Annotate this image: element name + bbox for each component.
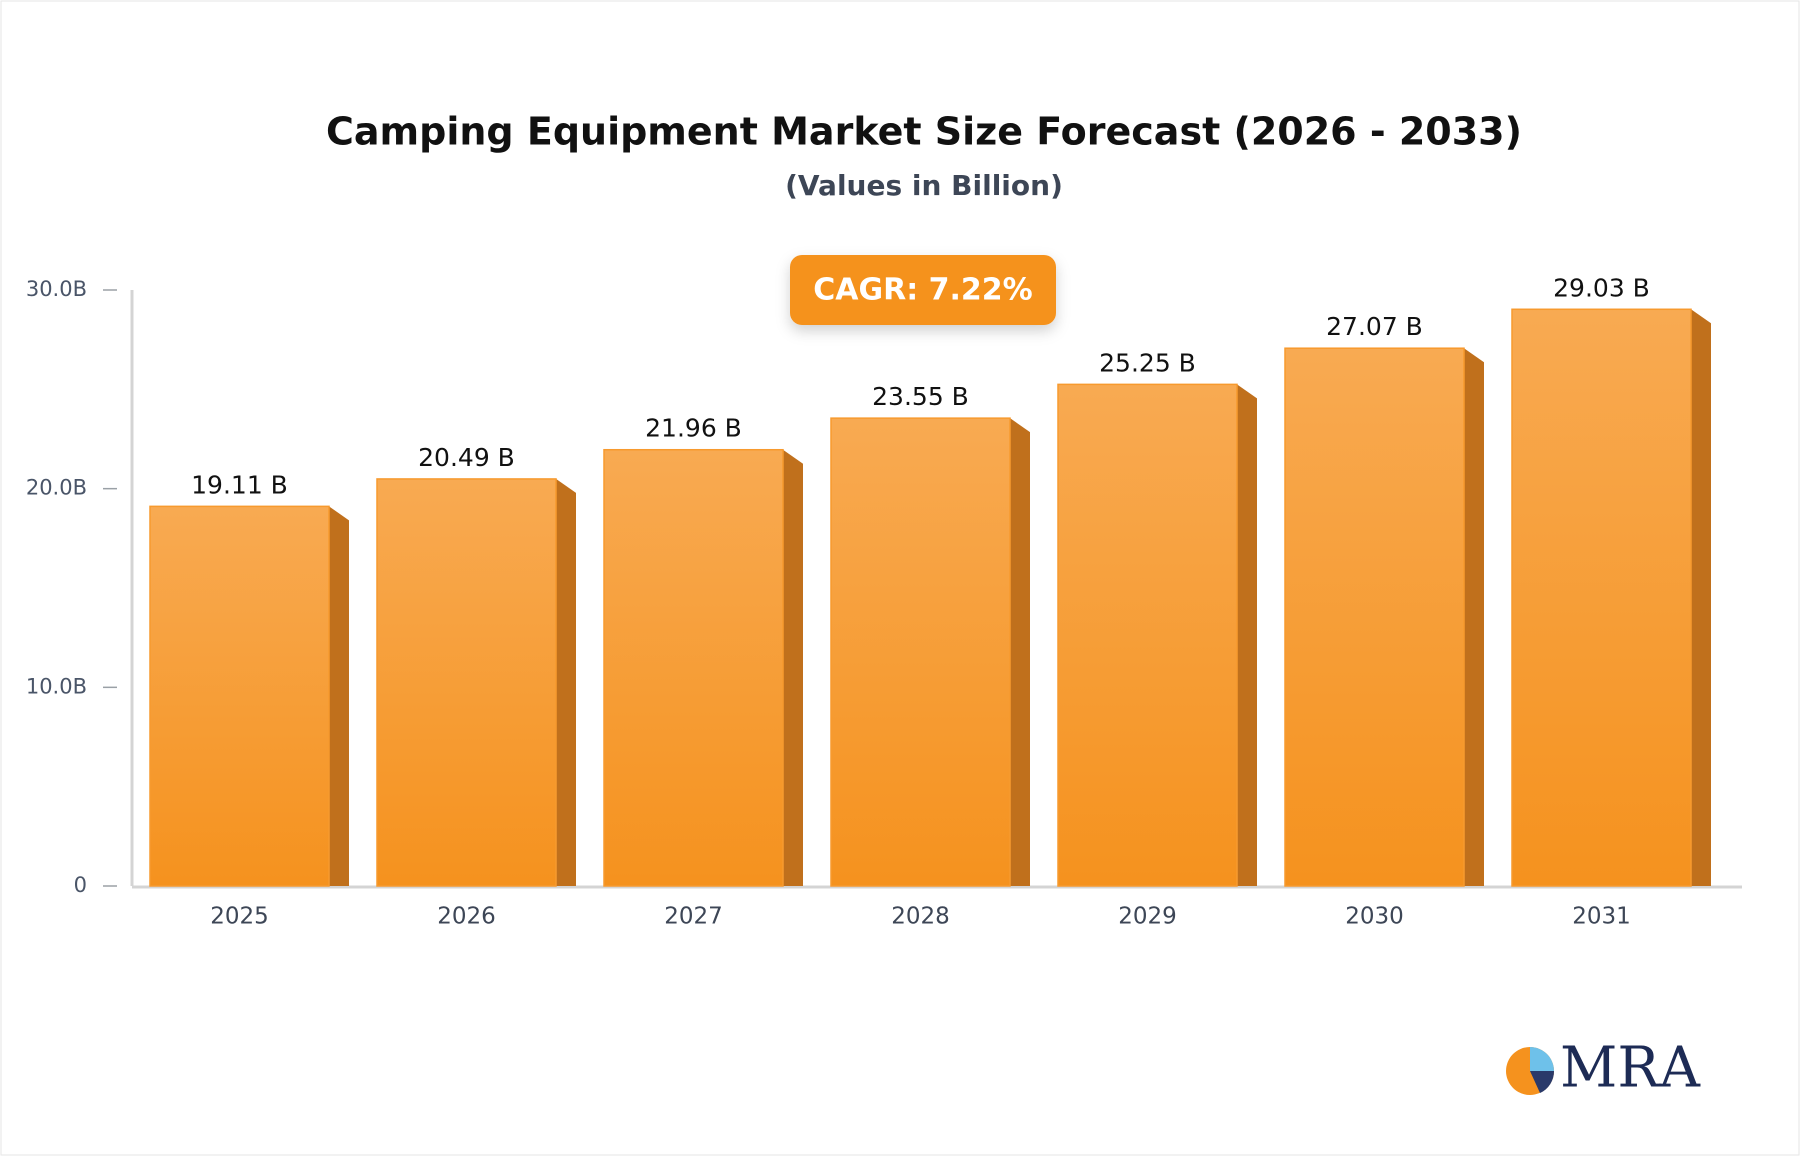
x-tick-label: 2029 [1118, 904, 1177, 930]
bar-side [329, 506, 349, 886]
bar-side [1237, 384, 1257, 886]
bar [1057, 383, 1238, 887]
bar-side [556, 478, 576, 886]
y-tick-label: 10.0B [26, 674, 87, 698]
x-tick-label: 2026 [437, 904, 496, 930]
x-tick-label: 2028 [891, 904, 950, 930]
value-label: 21.96 B [645, 414, 742, 443]
logo: MRA [1506, 1036, 1701, 1101]
annotation: CAGR: 7.22% [813, 273, 1032, 308]
logo-text: MRA [1560, 1036, 1701, 1101]
bar-side [783, 449, 803, 886]
x-tick-label: 2027 [664, 904, 723, 930]
x-tick-label: 2030 [1345, 904, 1404, 930]
value-label: 20.49 B [418, 443, 515, 472]
y-tick-label: 30.0B [26, 277, 87, 301]
bar [603, 448, 784, 887]
value-label: 19.11 B [191, 470, 288, 499]
y-tick-label: 0 [74, 873, 87, 897]
x-tick-label: 2025 [210, 904, 269, 930]
bar [1284, 347, 1465, 887]
annotation-box [790, 255, 1056, 325]
bar [1511, 308, 1692, 887]
bar [149, 505, 330, 887]
value-label: 23.55 B [872, 382, 969, 411]
chart-subtitle: (Values in Billion) [785, 169, 1063, 202]
bar-side [1010, 418, 1030, 886]
bar-side [1691, 309, 1711, 887]
logo-icon-slice [1530, 1071, 1555, 1093]
annotation-bg [790, 255, 1056, 325]
value-label: 25.25 B [1099, 348, 1196, 377]
y-tick-label: 20.0B [26, 476, 87, 500]
bar [830, 417, 1011, 887]
value-label: 29.03 B [1553, 273, 1650, 302]
value-label: 27.07 B [1326, 312, 1423, 341]
x-tick-label: 2031 [1572, 904, 1631, 930]
bar [376, 478, 557, 887]
chart-title: Camping Equipment Market Size Forecast (… [326, 110, 1522, 154]
logo-icon-slice [1530, 1047, 1554, 1071]
bar-side [1464, 348, 1484, 886]
